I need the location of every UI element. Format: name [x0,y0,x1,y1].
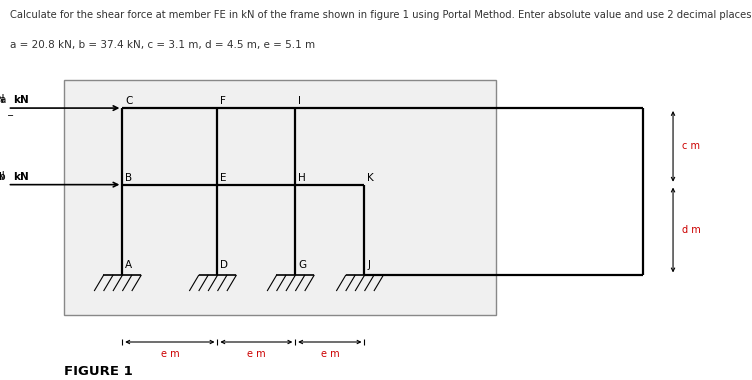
Bar [64,80,496,315]
Text: J: J [368,260,371,270]
Text: b: b [0,172,5,182]
Text: B: B [126,173,132,183]
Text: a kN: a kN [0,94,5,104]
Text: e m: e m [247,349,265,359]
Text: c m: c m [682,141,700,151]
Text: I: I [299,96,302,106]
Text: C: C [126,96,132,106]
Text: b kN: b kN [0,171,5,181]
Text: G: G [299,260,306,270]
Text: a: a [0,95,5,105]
Text: d m: d m [682,225,701,235]
Text: kN: kN [13,172,29,182]
Text: e m: e m [320,349,339,359]
Text: kN: kN [13,95,29,105]
Text: F: F [220,96,226,106]
Text: Calculate for the shear force at member FE in kN of the frame shown in figure 1 : Calculate for the shear force at member … [10,10,752,19]
Text: K: K [368,173,374,183]
Text: a = 20.8 kN, b = 37.4 kN, c = 3.1 m, d = 4.5 m, e = 5.1 m: a = 20.8 kN, b = 37.4 kN, c = 3.1 m, d =… [10,40,315,50]
Text: E: E [220,173,227,183]
Text: A: A [126,260,132,270]
Text: FIGURE 1: FIGURE 1 [64,365,132,378]
Text: e m: e m [160,349,179,359]
Text: D: D [220,260,229,270]
Text: H: H [299,173,306,183]
